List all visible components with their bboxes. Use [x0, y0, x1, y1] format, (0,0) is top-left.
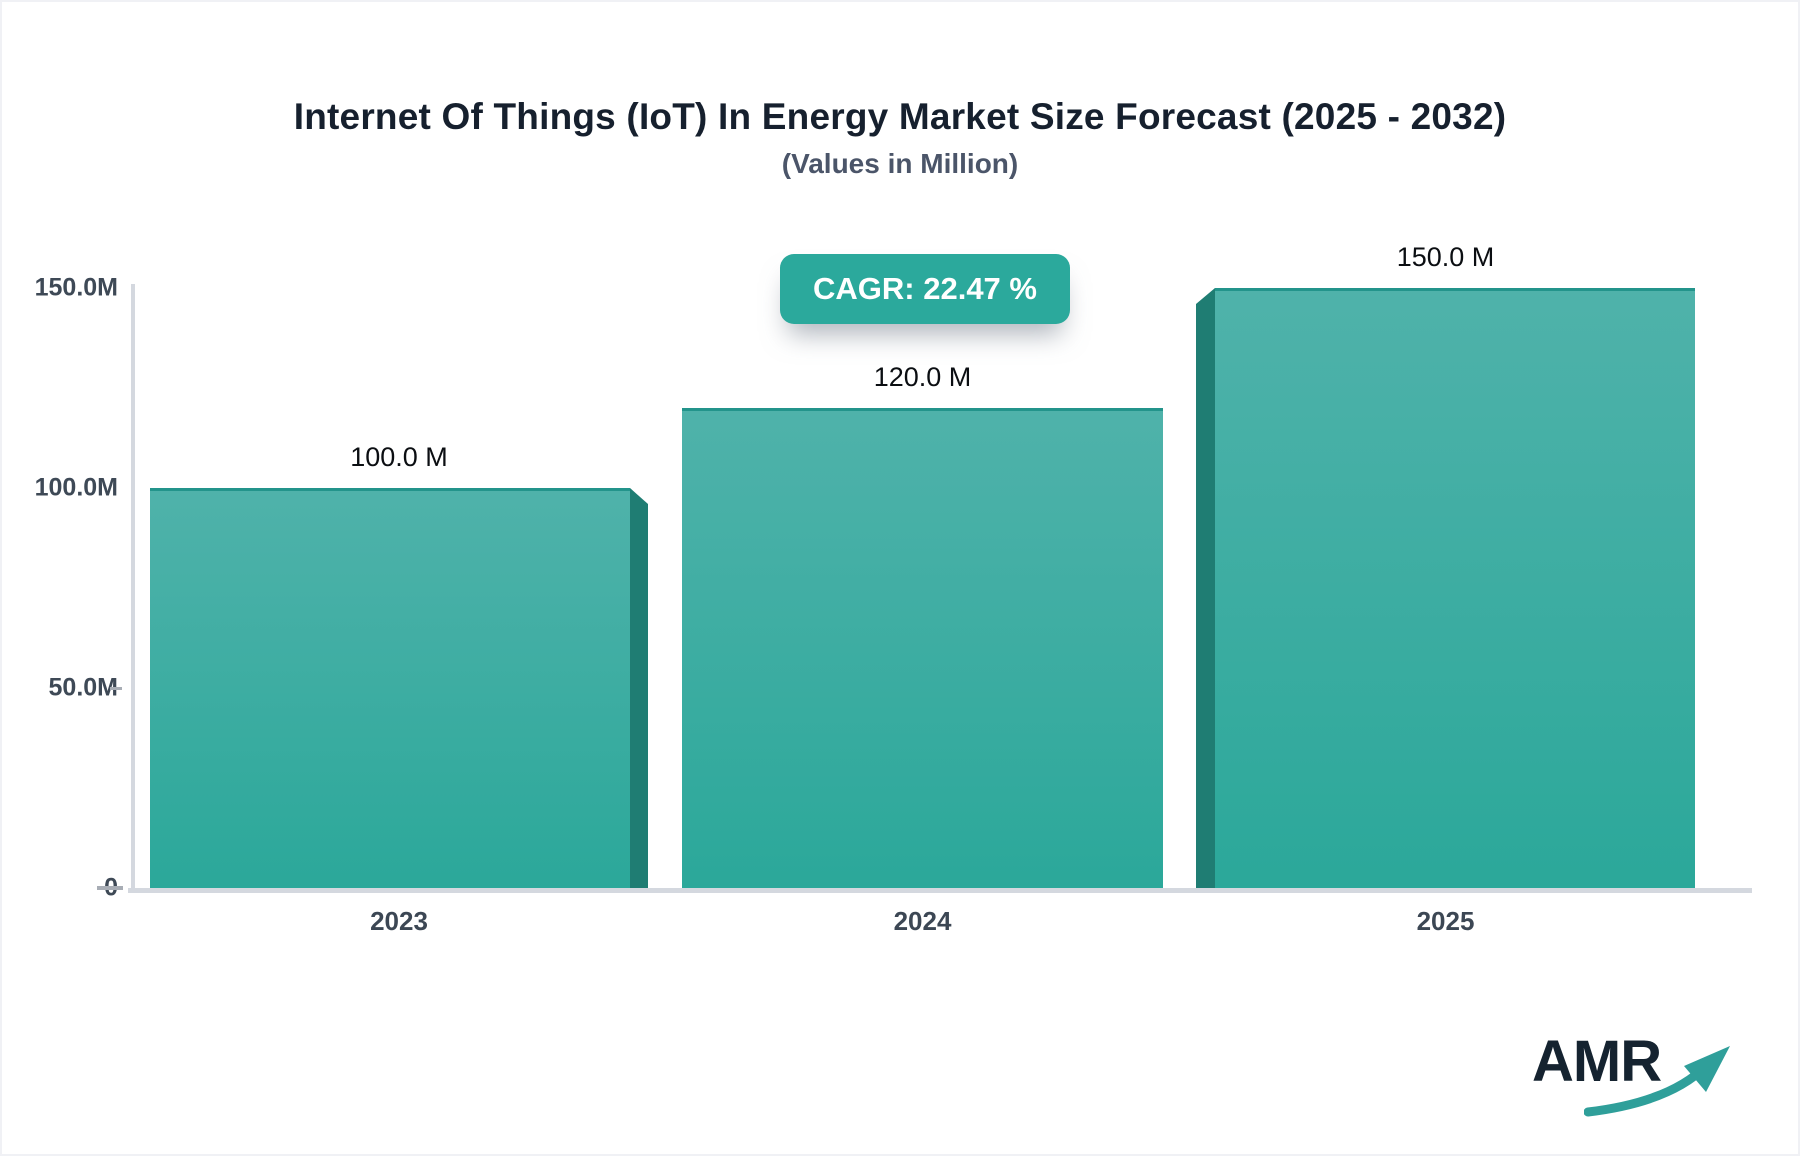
bar-3d-side-2025 [1196, 288, 1215, 888]
page-subtitle: (Values in Million) [781, 148, 1019, 179]
x-axis-line [128, 888, 1752, 893]
x-axis-label-2024: 2024 [893, 906, 952, 936]
amr-logo: AMR [1532, 1028, 1742, 1123]
bar-value-label-2025: 150.0 M [1396, 242, 1495, 272]
bar-value-label-2023: 100.0 M [350, 442, 448, 472]
y-axis-label-100.0M: 100.0M [34, 473, 118, 502]
cagr-badge-label: CAGR: 22.47 % [813, 271, 1037, 306]
x-axis-label-2025: 2025 [1416, 906, 1475, 936]
page-title: Internet Of Things (IoT) In Energy Marke… [293, 96, 1507, 137]
y-axis-line [131, 284, 135, 890]
growth-arrow-icon [1584, 1046, 1730, 1117]
y-axis-label-50.0M: 50.0M [48, 673, 118, 702]
bar-value-label-2024: 120.0 M [873, 362, 972, 392]
y-axis-tick [110, 687, 122, 690]
y-axis-tick [97, 886, 123, 890]
x-axis-label-2023: 2023 [370, 906, 428, 936]
amr-logo-text: AMR [1532, 1029, 1662, 1094]
bar-2023 [150, 488, 630, 888]
bar-2024 [682, 408, 1163, 888]
y-axis-label-150.0M: 150.0M [34, 273, 118, 302]
bar-2025 [1215, 288, 1695, 888]
cagr-badge: CAGR: 22.47 % [780, 254, 1070, 324]
bar-3d-side-2023 [630, 488, 648, 888]
